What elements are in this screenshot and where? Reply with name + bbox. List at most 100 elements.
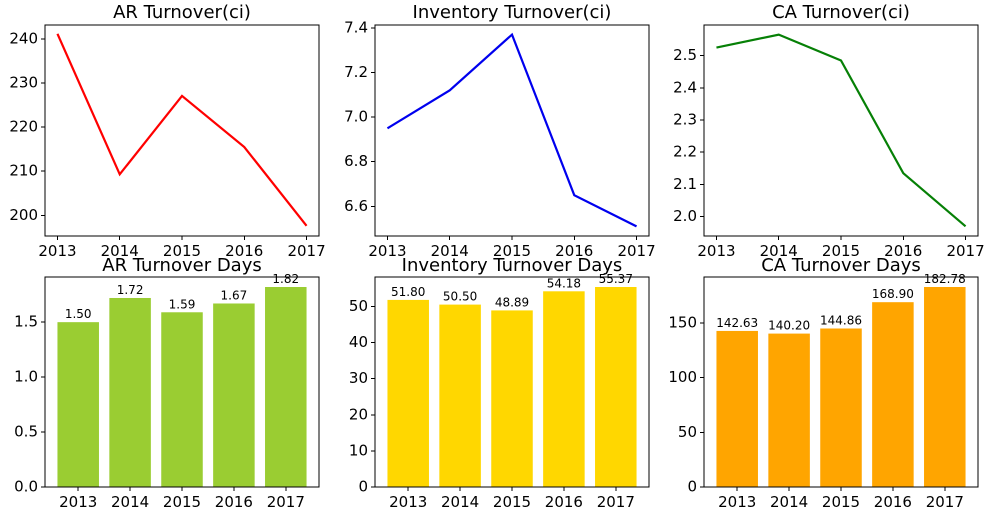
bar-inventory-turnover-days — [595, 287, 637, 487]
bar-value-label: 182.78 — [924, 272, 966, 286]
bar-ar-turnover-days — [265, 287, 307, 487]
y-tick-label: 2.1 — [673, 175, 697, 193]
y-tick-label: 1.0 — [14, 368, 38, 386]
y-tick-label: 220 — [9, 118, 38, 136]
bar-value-label: 144.86 — [820, 313, 862, 327]
y-tick-label: 20 — [349, 405, 368, 423]
y-tick-label: 0 — [358, 478, 368, 496]
y-tick-label: 150 — [668, 313, 697, 331]
y-tick-label: 100 — [668, 368, 697, 386]
axes-frame-ca-turnover-days — [703, 276, 979, 488]
line-series-ar-turnover — [56, 33, 308, 227]
y-tick-label: 200 — [9, 206, 38, 224]
bar-value-label: 1.72 — [117, 283, 144, 297]
x-tick-label: 2013 — [718, 493, 756, 511]
bar-ar-turnover-days — [109, 297, 151, 487]
y-tick-label: 2.3 — [673, 111, 697, 129]
y-tick-label: 0.5 — [14, 423, 38, 441]
bar-inventory-turnover-days — [439, 304, 481, 487]
y-tick-label: 0.0 — [14, 478, 38, 496]
x-tick-label: 2014 — [111, 493, 149, 511]
x-tick-label: 2017 — [617, 242, 655, 260]
y-tick-label: 7.0 — [344, 108, 368, 126]
y-tick-label: 6.8 — [344, 152, 368, 170]
x-tick-label: 2017 — [597, 493, 635, 511]
x-tick-label: 2014 — [441, 493, 479, 511]
x-tick-label: 2017 — [946, 242, 984, 260]
x-tick-label: 2014 — [770, 493, 808, 511]
y-tick-label: 10 — [349, 441, 368, 459]
y-tick-label: 2.5 — [673, 46, 697, 64]
y-tick-label: 7.2 — [344, 63, 368, 81]
x-tick-label: 2014 — [431, 242, 469, 260]
x-tick-label: 2013 — [59, 493, 97, 511]
y-tick-label: 50 — [349, 297, 368, 315]
bar-value-label: 1.67 — [221, 288, 248, 302]
y-tick-label: 2.2 — [673, 143, 697, 161]
x-tick-label: 2017 — [267, 493, 305, 511]
bar-ar-turnover-days — [213, 303, 255, 487]
x-tick-label: 2016 — [545, 493, 583, 511]
x-tick-label: 2015 — [822, 242, 860, 260]
bar-value-label: 55.37 — [599, 272, 633, 286]
axes-frame-ar-turnover-days — [44, 276, 320, 488]
x-tick-label: 2015 — [163, 242, 201, 260]
x-tick-label: 2016 — [874, 493, 912, 511]
axes-frame-inventory-turnover-days — [374, 276, 650, 488]
x-tick-label: 2013 — [697, 242, 735, 260]
x-tick-label: 2015 — [163, 493, 201, 511]
bar-value-label: 168.90 — [872, 287, 914, 301]
bar-value-label: 1.82 — [272, 272, 299, 286]
x-tick-label: 2017 — [287, 242, 325, 260]
bar-value-label: 51.80 — [391, 285, 425, 299]
bar-value-label: 50.50 — [443, 290, 477, 304]
x-tick-label: 2013 — [38, 242, 76, 260]
bar-value-label: 54.18 — [547, 276, 581, 290]
bar-ar-turnover-days — [57, 322, 99, 487]
x-tick-label: 2015 — [822, 493, 860, 511]
bar-ca-turnover-days — [924, 287, 966, 487]
x-tick-label: 2016 — [555, 242, 593, 260]
bar-inventory-turnover-days — [543, 291, 585, 487]
x-tick-label: 2013 — [389, 493, 427, 511]
y-tick-label: 210 — [9, 162, 38, 180]
x-tick-label: 2016 — [215, 493, 253, 511]
axes-frame-ca-turnover — [703, 24, 979, 237]
y-tick-label: 1.5 — [14, 313, 38, 331]
x-tick-label: 2013 — [368, 242, 406, 260]
y-tick-label: 7.4 — [344, 18, 368, 36]
y-tick-label: 0 — [687, 478, 697, 496]
y-tick-label: 230 — [9, 74, 38, 92]
x-tick-label: 2016 — [884, 242, 922, 260]
bar-ca-turnover-days — [716, 330, 758, 487]
y-tick-label: 50 — [678, 423, 697, 441]
axes-frame-ar-turnover — [44, 24, 320, 237]
x-tick-label: 2015 — [493, 493, 531, 511]
bar-inventory-turnover-days — [491, 310, 533, 487]
bar-ar-turnover-days — [161, 312, 203, 487]
bar-ca-turnover-days — [768, 333, 810, 487]
y-tick-label: 2.0 — [673, 207, 697, 225]
bar-ca-turnover-days — [872, 302, 914, 487]
line-series-inventory-turnover — [386, 32, 638, 228]
y-tick-label: 2.4 — [673, 78, 697, 96]
line-series-ca-turnover — [716, 33, 967, 228]
x-tick-label: 2015 — [493, 242, 531, 260]
y-tick-label: 40 — [349, 333, 368, 351]
bar-value-label: 48.89 — [495, 295, 529, 309]
x-tick-label: 2016 — [225, 242, 263, 260]
y-tick-label: 6.6 — [344, 197, 368, 215]
x-tick-label: 2014 — [760, 242, 798, 260]
bar-value-label: 1.59 — [169, 297, 196, 311]
axes-frame-inventory-turnover — [374, 24, 650, 237]
bar-value-label: 142.63 — [716, 316, 758, 330]
bar-value-label: 1.50 — [65, 307, 92, 321]
y-tick-label: 240 — [9, 30, 38, 48]
bar-inventory-turnover-days — [387, 299, 429, 487]
bar-ca-turnover-days — [820, 328, 862, 487]
x-tick-label: 2017 — [926, 493, 964, 511]
y-tick-label: 30 — [349, 369, 368, 387]
x-tick-label: 2014 — [101, 242, 139, 260]
